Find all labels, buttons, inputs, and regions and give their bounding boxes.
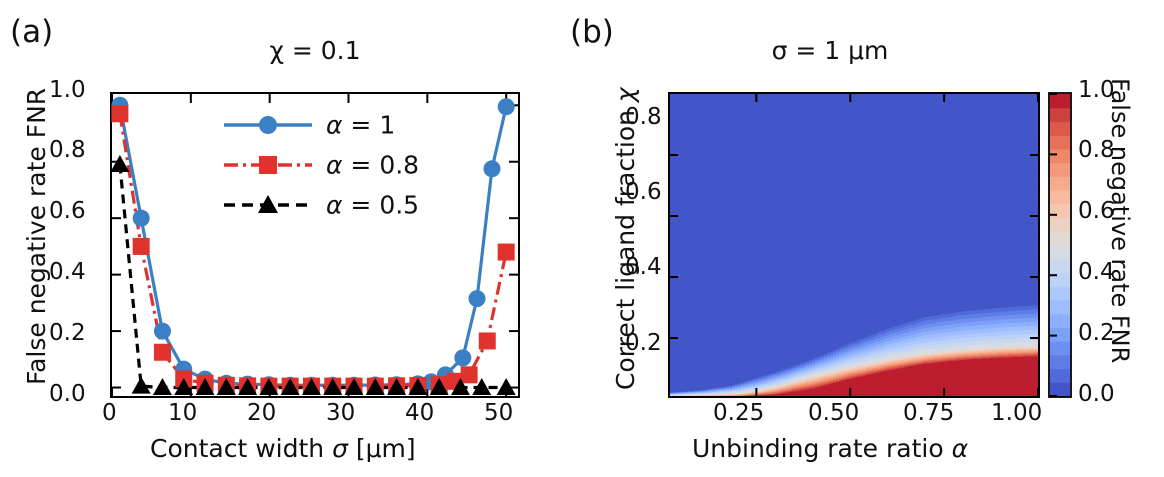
panel-a-label: (a)	[10, 14, 54, 50]
panel-a-series-group	[110, 96, 516, 396]
panel-b-title: σ = 1 μm	[771, 36, 889, 65]
colorbar-label: False negative rate FNR	[1106, 78, 1134, 364]
panel-b-xtick-1: 0.50	[808, 400, 860, 426]
panel-a-frame	[110, 92, 520, 398]
panel-b-heatmap	[668, 92, 1040, 398]
legend-sym-1: α	[326, 150, 343, 180]
panel-a-plot	[110, 92, 520, 398]
panel-b-ytick-0: 0.2	[625, 330, 662, 356]
panel-a-xtick-4: 40	[405, 400, 435, 426]
colorbar-tick-3: 0.6	[1078, 198, 1115, 224]
colorbar-tick-0: 0.0	[1078, 381, 1115, 407]
panel-b-xtick-2: 0.75	[903, 400, 955, 426]
panel-a-ytick-0: 0.0	[49, 381, 86, 407]
panel-a-ytick-2: 0.4	[49, 259, 86, 285]
panel-a-xtick-5: 50	[484, 400, 514, 426]
legend-label-1: α = 0.8	[326, 151, 419, 180]
panel-b-ytick-3: 0.8	[625, 104, 662, 130]
colorbar-tick-4: 0.8	[1078, 137, 1115, 163]
panel-a-xlabel-post: [μm]	[347, 434, 416, 463]
panel-b-ytick-2: 0.6	[625, 179, 662, 205]
colorbar	[1048, 92, 1072, 398]
panel-b-frame	[668, 92, 1040, 398]
panel-a-xlabel-pre: Contact width	[150, 434, 333, 463]
panel-b-ticks	[670, 94, 1039, 396]
legend-sym-2: α	[326, 190, 343, 220]
panel-a-ylabel: False negative rate FNR	[22, 87, 51, 385]
panel-a-xtick-1: 10	[168, 400, 198, 426]
panel-b-contour-field	[670, 94, 1038, 396]
legend-swatch-alpha-08	[224, 156, 312, 174]
panel-a-xlabel-symbol: σ	[332, 434, 348, 463]
panel-b-xtick-0: 0.25	[713, 400, 765, 426]
panel-b-xtick-3: 1.00	[991, 400, 1043, 426]
legend-label-2: α = 0.5	[326, 191, 419, 220]
colorbar-tick-2: 0.4	[1078, 259, 1115, 285]
panel-a-title: χ = 0.1	[269, 36, 361, 65]
colorbar-tick-1: 0.2	[1078, 320, 1115, 346]
panel-b-ylabel-symbol: χ	[611, 87, 640, 103]
panel-b-xlabel-symbol: α	[951, 434, 969, 463]
panel-a-ytick-4: 0.8	[49, 137, 86, 163]
colorbar-tick-5: 1.0	[1078, 77, 1115, 103]
legend-rest-0: = 1	[342, 110, 396, 140]
colorbar-frame	[1048, 92, 1072, 398]
panel-a-ytick-1: 0.2	[49, 320, 86, 346]
panel-b-xlabel: Unbinding rate ratio α	[692, 434, 968, 463]
legend-rest-1: = 0.8	[342, 150, 420, 180]
panel-b-label: (b)	[570, 14, 614, 50]
colorbar-gradient	[1050, 94, 1070, 397]
legend-swatch-alpha-1	[224, 116, 312, 134]
panel-a-xtick-2: 20	[247, 400, 277, 426]
legend-label-0: α = 1	[326, 111, 395, 140]
panel-a-ytick-3: 0.6	[49, 198, 86, 224]
colorbar-ticks	[1050, 93, 1057, 397]
panel-b-ytick-1: 0.4	[625, 254, 662, 280]
panel-a-ytick-5: 1.0	[49, 77, 86, 103]
legend-rest-2: = 0.5	[342, 190, 420, 220]
panel-a-xtick-3: 30	[326, 400, 356, 426]
legend-sym-0: α	[326, 110, 343, 140]
legend-swatch-alpha-05	[224, 195, 312, 213]
panel-a-xlabel: Contact width σ [μm]	[150, 434, 416, 463]
panel-a-xtick-0: 0	[102, 400, 117, 426]
panel-b-xlabel-pre: Unbinding rate ratio	[692, 434, 952, 463]
